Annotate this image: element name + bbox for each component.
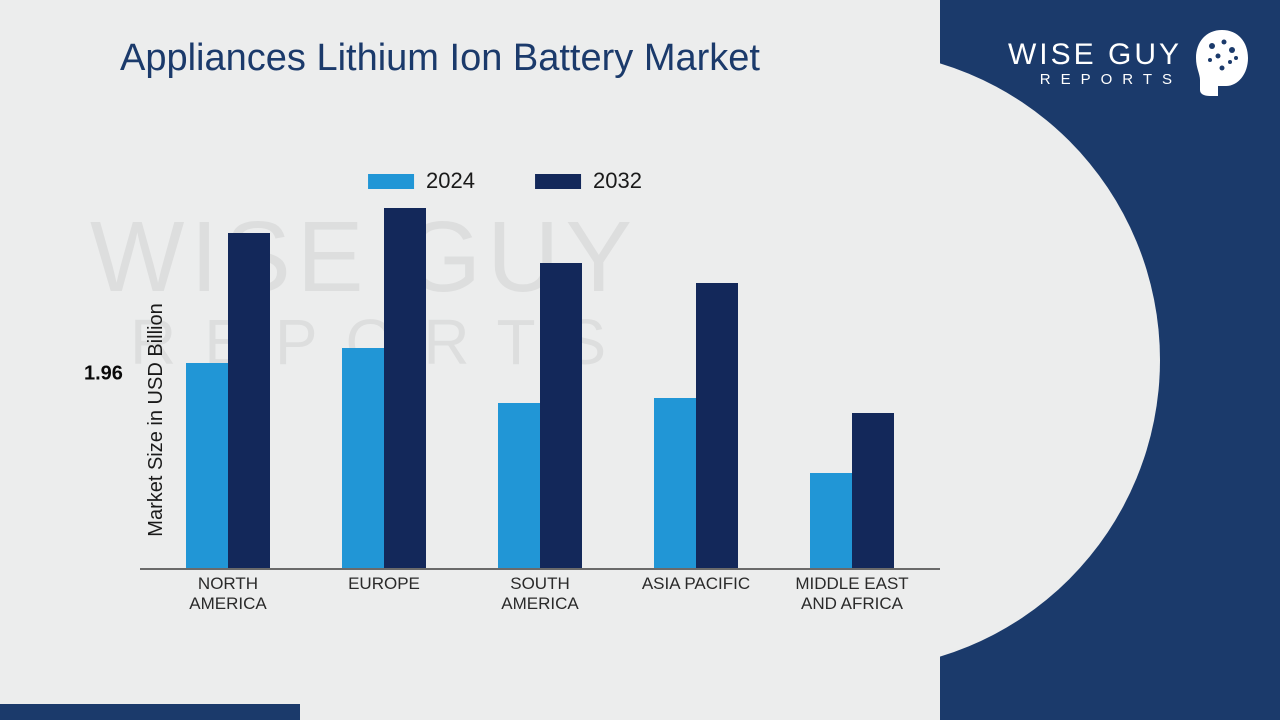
category-label: SOUTH AMERICA [470, 568, 610, 615]
bottom-accent-bar [0, 704, 300, 720]
brand-head-icon [1192, 28, 1252, 98]
y-tick-label: 1.96 [84, 363, 123, 386]
brand-logo: WISE GUY REPORTS [1008, 28, 1252, 98]
bar-2024 [654, 398, 696, 568]
category-label: NORTH AMERICA [158, 568, 298, 615]
bar-2024 [342, 348, 384, 568]
chart-area: Market Size in USD Billion 2024 2032 1.9… [70, 170, 940, 670]
bar-groups: NORTH AMERICA EUROPE SOUTH AMERICA ASIA PAC… [140, 170, 940, 568]
bar-2032 [228, 233, 270, 568]
bar-2024 [498, 403, 540, 568]
bar-group: NORTH AMERICA [168, 233, 288, 568]
bar-2024 [186, 363, 228, 568]
chart-title: Appliances Lithium Ion Battery Market [120, 36, 760, 82]
bar-2032 [852, 413, 894, 568]
category-label: ASIA PACIFIC [626, 568, 766, 594]
bar-group: ASIA PACIFIC [636, 283, 756, 568]
bar-2024 [810, 473, 852, 568]
bar-group: MIDDLE EAST AND AFRICA [792, 413, 912, 568]
category-label: EUROPE [314, 568, 454, 594]
bar-group: SOUTH AMERICA [480, 263, 600, 568]
plot-area: 1.96 NORTH AMERICAEUROPESOUTH AMERICAASI… [140, 170, 940, 570]
brand-logo-line1: WISE GUY [1008, 40, 1182, 70]
brand-logo-line2: REPORTS [1008, 72, 1182, 87]
brand-logo-text: WISE GUY REPORTS [1008, 40, 1182, 87]
category-label: MIDDLE EAST AND AFRICA [782, 568, 922, 615]
bar-group: EUROPE [324, 208, 444, 568]
page-root: WISE GUY REPORTS Appliances Lithium Ion … [0, 0, 1280, 720]
bar-2032 [696, 283, 738, 568]
bar-2032 [384, 208, 426, 568]
bar-2032 [540, 263, 582, 568]
